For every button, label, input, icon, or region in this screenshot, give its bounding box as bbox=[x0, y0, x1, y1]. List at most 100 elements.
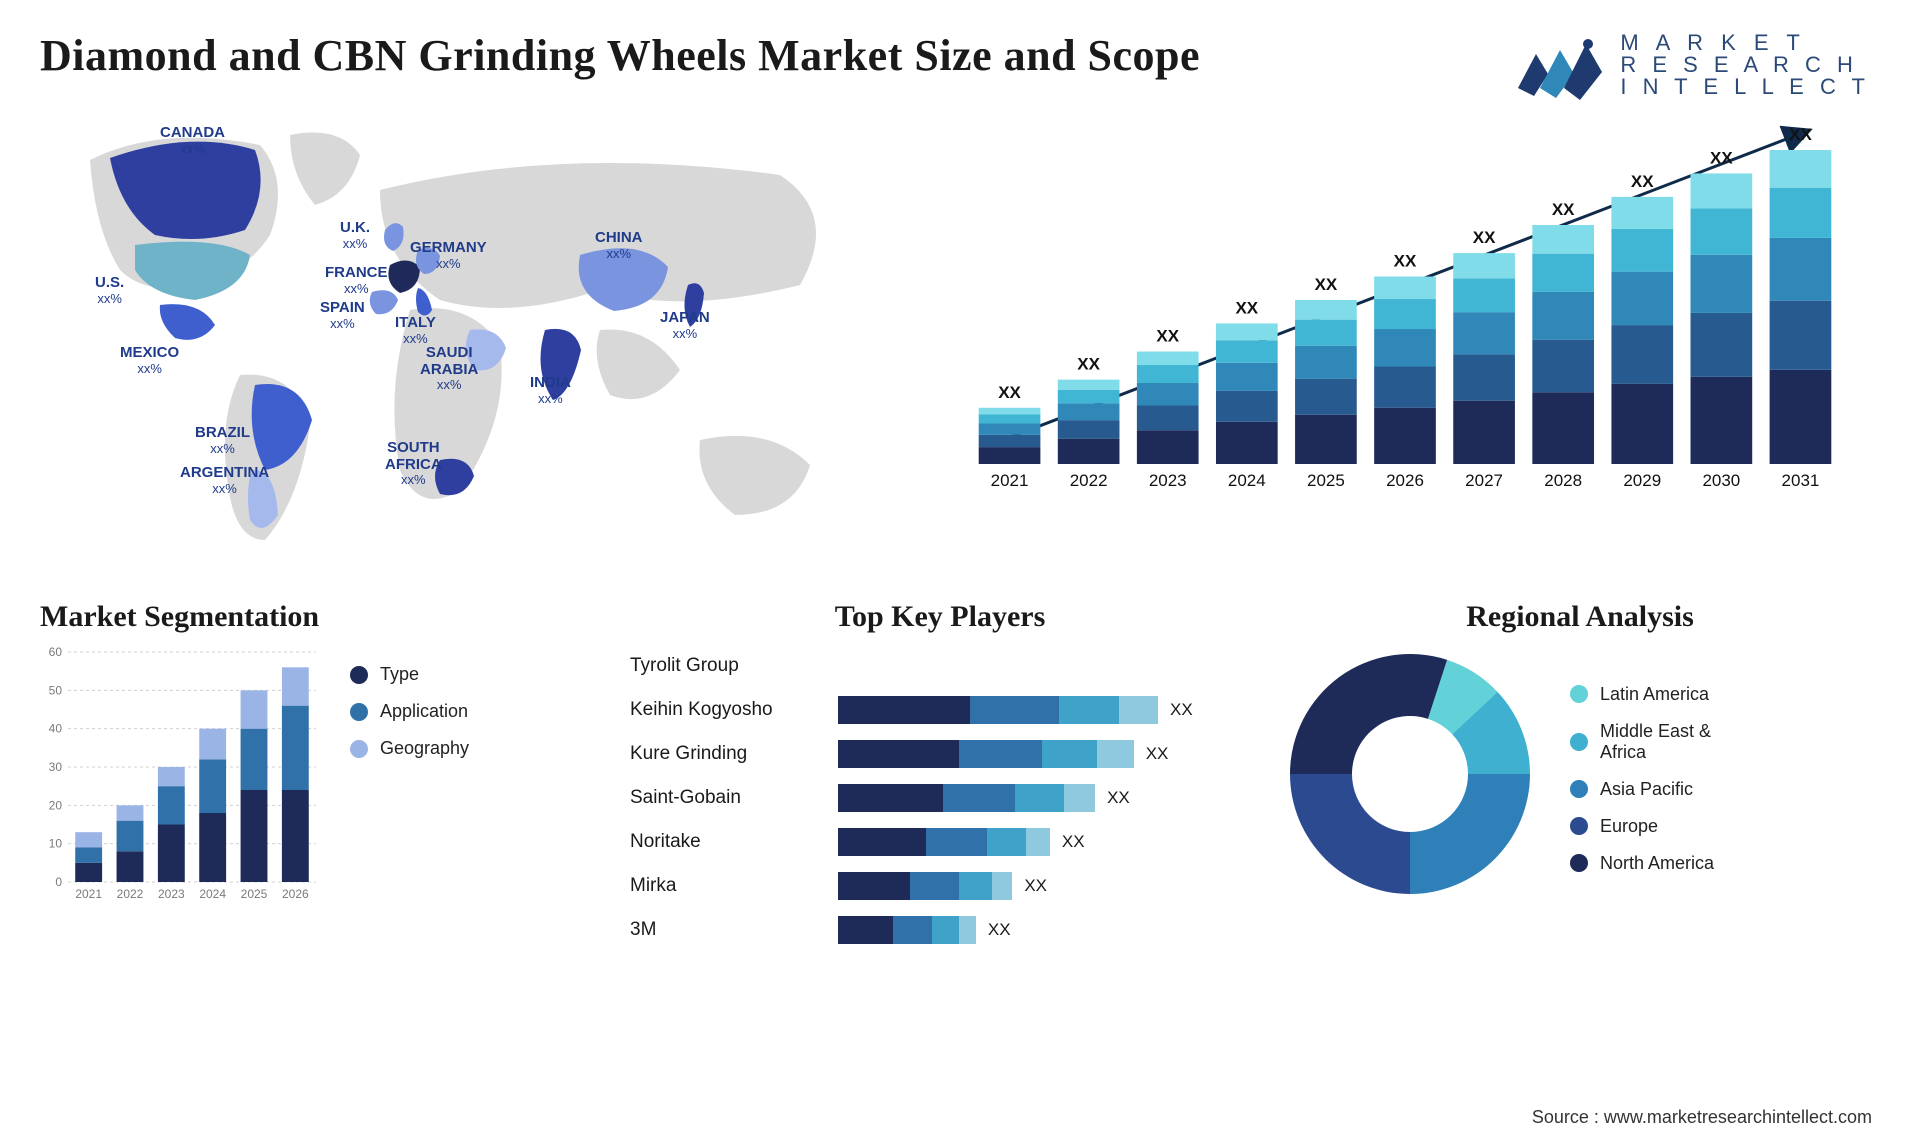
svg-text:2029: 2029 bbox=[1623, 471, 1661, 490]
player-bar bbox=[838, 696, 1158, 724]
top-row: CANADAxx%U.S.xx%MEXICOxx%BRAZILxx%ARGENT… bbox=[40, 120, 1880, 560]
player-row: XX bbox=[838, 864, 1250, 908]
segmentation-chart: 0102030405060202120222023202420252026 bbox=[40, 644, 320, 909]
player-value: XX bbox=[1024, 876, 1047, 896]
segmentation-svg: 0102030405060202120222023202420252026 bbox=[40, 644, 320, 904]
svg-text:30: 30 bbox=[49, 760, 63, 774]
players-panel: Top Key Players Tyrolit GroupKeihin Kogy… bbox=[630, 600, 1250, 952]
player-row: XX bbox=[838, 688, 1250, 732]
world-map bbox=[40, 120, 940, 560]
player-name: Noritake bbox=[630, 820, 820, 864]
segmentation-legend: TypeApplicationGeography bbox=[350, 664, 469, 775]
player-name: 3M bbox=[630, 908, 820, 952]
world-map-panel: CANADAxx%U.S.xx%MEXICOxx%BRAZILxx%ARGENT… bbox=[40, 120, 940, 560]
svg-text:40: 40 bbox=[49, 722, 63, 736]
svg-text:2023: 2023 bbox=[1149, 471, 1187, 490]
svg-text:XX: XX bbox=[1552, 200, 1575, 219]
svg-text:XX: XX bbox=[1156, 327, 1179, 346]
svg-text:XX: XX bbox=[1710, 148, 1733, 167]
regional-donut bbox=[1280, 644, 1540, 909]
map-label: ARGENTINAxx% bbox=[180, 465, 269, 496]
svg-text:2031: 2031 bbox=[1782, 471, 1820, 490]
svg-text:XX: XX bbox=[1315, 275, 1338, 294]
svg-text:2021: 2021 bbox=[75, 887, 102, 901]
map-label: CHINAxx% bbox=[595, 230, 643, 261]
svg-text:2026: 2026 bbox=[282, 887, 309, 901]
bottom-row: Market Segmentation 01020304050602021202… bbox=[40, 600, 1880, 952]
segmentation-title: Market Segmentation bbox=[40, 600, 600, 634]
legend-item: Application bbox=[350, 701, 469, 722]
legend-item: Geography bbox=[350, 738, 469, 759]
player-value: XX bbox=[1146, 744, 1169, 764]
map-label: GERMANYxx% bbox=[410, 240, 487, 271]
svg-text:2021: 2021 bbox=[991, 471, 1029, 490]
infographic-page: Diamond and CBN Grinding Wheels Market S… bbox=[0, 0, 1920, 1146]
svg-text:XX: XX bbox=[1394, 252, 1417, 271]
player-bar bbox=[838, 916, 976, 944]
player-value: XX bbox=[1107, 788, 1130, 808]
svg-text:2024: 2024 bbox=[199, 887, 226, 901]
svg-text:50: 50 bbox=[49, 683, 63, 697]
svg-text:20: 20 bbox=[49, 798, 63, 812]
player-value: XX bbox=[988, 920, 1011, 940]
svg-text:2024: 2024 bbox=[1228, 471, 1266, 490]
svg-text:2022: 2022 bbox=[1070, 471, 1108, 490]
player-bar bbox=[838, 740, 1134, 768]
player-bar bbox=[838, 828, 1050, 856]
header: Diamond and CBN Grinding Wheels Market S… bbox=[40, 30, 1880, 100]
legend-item: Latin America bbox=[1570, 684, 1714, 705]
legend-item: North America bbox=[1570, 853, 1714, 874]
player-name: Saint-Gobain bbox=[630, 776, 820, 820]
legend-item: Middle East &Africa bbox=[1570, 721, 1714, 763]
svg-text:XX: XX bbox=[1789, 125, 1812, 144]
players-title: Top Key Players bbox=[630, 600, 1250, 634]
svg-text:10: 10 bbox=[49, 837, 63, 851]
svg-text:XX: XX bbox=[1631, 172, 1654, 191]
map-label: SPAINxx% bbox=[320, 300, 365, 331]
svg-text:2025: 2025 bbox=[241, 887, 268, 901]
player-name: Keihin Kogyosho bbox=[630, 688, 820, 732]
svg-text:2025: 2025 bbox=[1307, 471, 1345, 490]
map-label: MEXICOxx% bbox=[120, 345, 179, 376]
regional-title: Regional Analysis bbox=[1280, 600, 1880, 634]
svg-text:XX: XX bbox=[1473, 228, 1496, 247]
svg-text:0: 0 bbox=[55, 875, 62, 889]
donut-svg bbox=[1280, 644, 1540, 904]
regional-legend: Latin America Middle East &Africa Asia Pac… bbox=[1570, 684, 1714, 890]
player-names-col: Tyrolit GroupKeihin KogyoshoKure Grindin… bbox=[630, 644, 820, 952]
page-title: Diamond and CBN Grinding Wheels Market S… bbox=[40, 30, 1200, 81]
map-label: CANADAxx% bbox=[160, 125, 225, 156]
player-bar bbox=[838, 784, 1095, 812]
regional-panel: Regional Analysis Latin America Middle Ea… bbox=[1280, 600, 1880, 952]
svg-text:2023: 2023 bbox=[158, 887, 185, 901]
legend-item: Asia Pacific bbox=[1570, 779, 1714, 800]
player-bars-col: XX XX XX XX XX XX bbox=[838, 644, 1250, 952]
legend-item: Europe bbox=[1570, 816, 1714, 837]
svg-text:2022: 2022 bbox=[117, 887, 144, 901]
svg-text:XX: XX bbox=[1235, 298, 1258, 317]
forecast-chart: XX2021XX2022XX2023XX2024XX2025XX2026XX20… bbox=[970, 120, 1880, 560]
player-name: Kure Grinding bbox=[630, 732, 820, 776]
player-row: XX bbox=[838, 776, 1250, 820]
forecast-svg: XX2021XX2022XX2023XX2024XX2025XX2026XX20… bbox=[970, 120, 1840, 500]
player-row: XX bbox=[838, 908, 1250, 952]
svg-text:XX: XX bbox=[1077, 355, 1100, 374]
map-label: JAPANxx% bbox=[660, 310, 710, 341]
svg-text:XX: XX bbox=[998, 383, 1021, 402]
map-label: SOUTHAFRICAxx% bbox=[385, 440, 442, 487]
map-label: ITALYxx% bbox=[395, 315, 436, 346]
brand-logo: M A R K E T R E S E A R C H I N T E L L … bbox=[1516, 30, 1870, 100]
player-bar bbox=[838, 872, 1012, 900]
player-name: Mirka bbox=[630, 864, 820, 908]
logo-icon bbox=[1516, 30, 1606, 100]
player-row bbox=[838, 644, 1250, 688]
map-label: BRAZILxx% bbox=[195, 425, 250, 456]
svg-text:2027: 2027 bbox=[1465, 471, 1503, 490]
svg-text:2030: 2030 bbox=[1702, 471, 1740, 490]
map-label: U.K.xx% bbox=[340, 220, 370, 251]
player-name: Tyrolit Group bbox=[630, 644, 820, 688]
map-label: SAUDIARABIAxx% bbox=[420, 345, 478, 392]
logo-text: M A R K E T R E S E A R C H I N T E L L … bbox=[1620, 32, 1870, 98]
player-row: XX bbox=[838, 820, 1250, 864]
map-label: INDIAxx% bbox=[530, 375, 571, 406]
